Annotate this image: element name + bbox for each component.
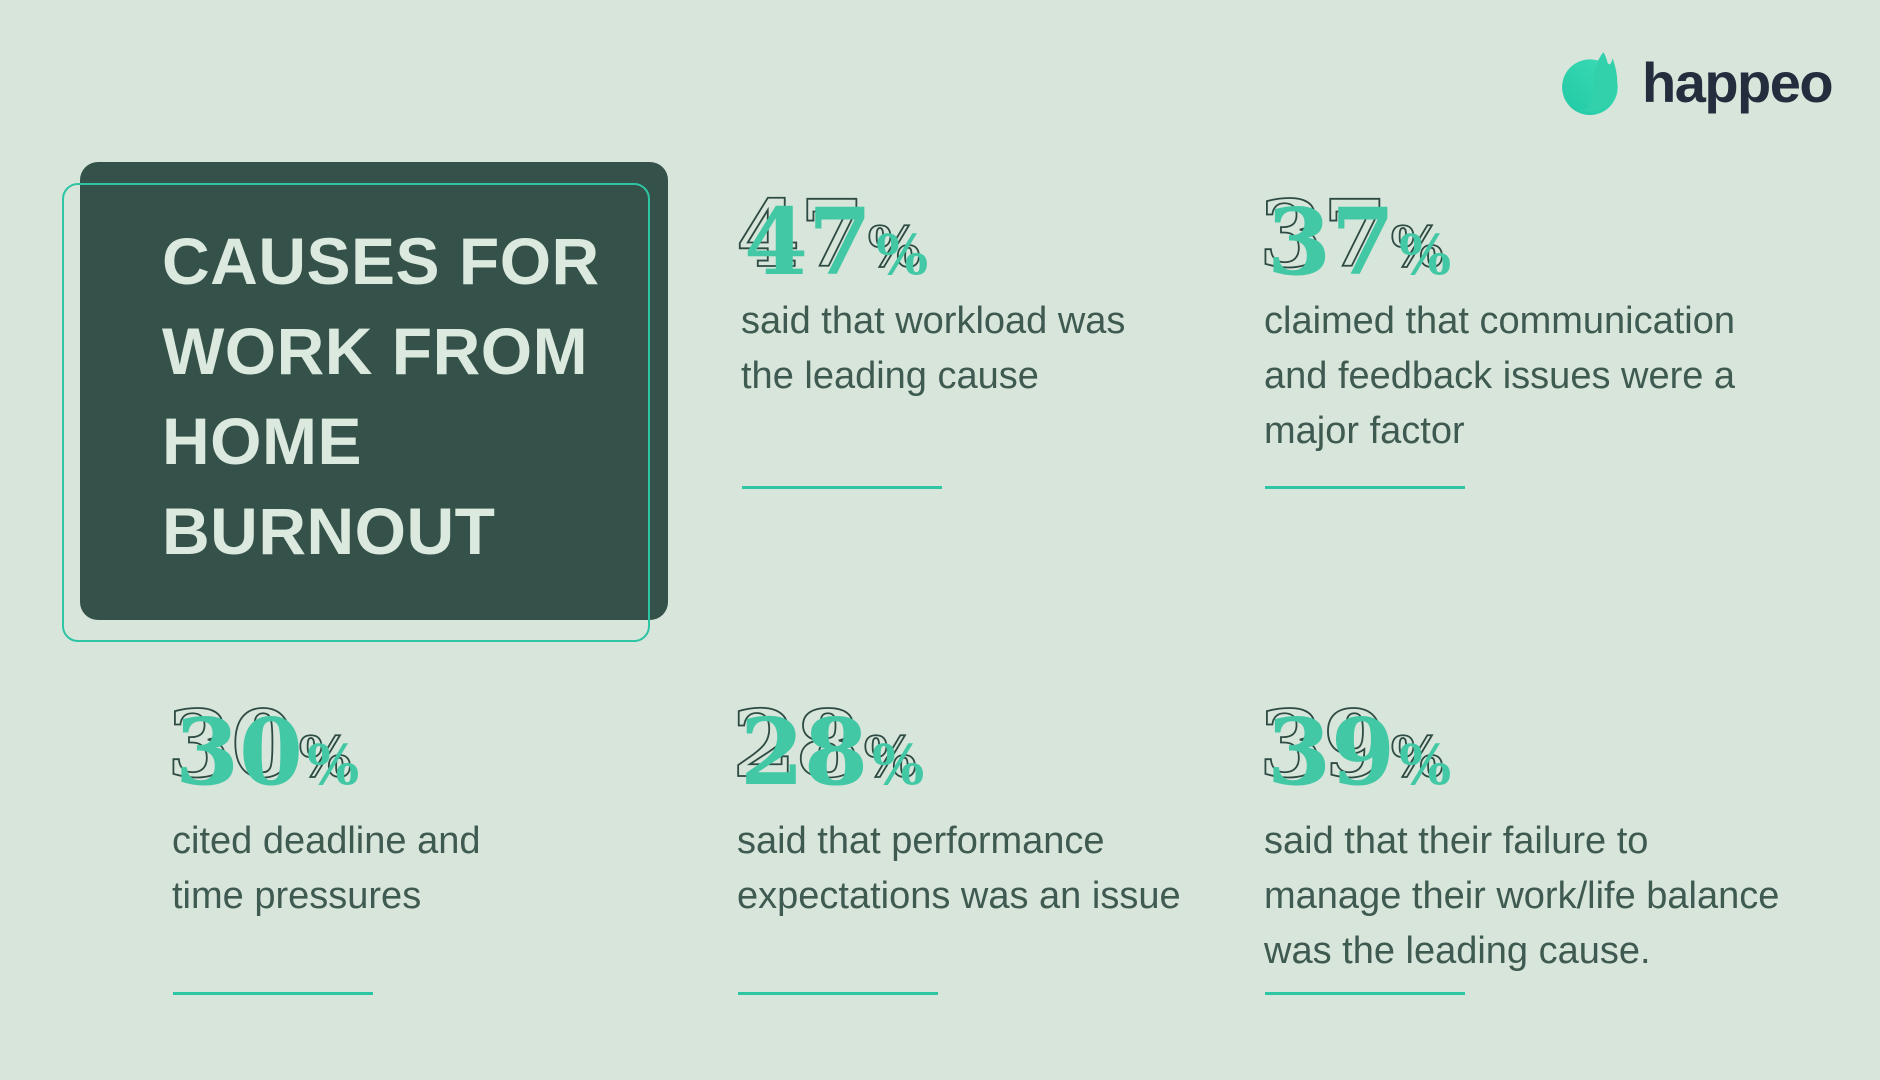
stat-underline <box>1265 486 1465 489</box>
svg-text:30%: 30% <box>167 690 351 798</box>
title-line: HOME <box>162 404 362 478</box>
stat-underline <box>738 992 938 995</box>
stat-number-28: 28% 28% <box>731 689 924 806</box>
title-line: CAUSES FOR <box>162 224 600 298</box>
stat-number-30: 30% 30% <box>166 689 359 806</box>
title-line: WORK FROM <box>162 314 589 388</box>
svg-text:28%: 28% <box>740 698 924 806</box>
svg-text:30%: 30% <box>175 698 359 806</box>
happeo-logo: happeo <box>1560 48 1834 116</box>
svg-text:47%: 47% <box>736 180 920 288</box>
stat-description: said that performance expectations was a… <box>737 820 1181 917</box>
stat-description: claimed that communication and feedback … <box>1264 300 1736 452</box>
stat-number-37: 37% 37% <box>1258 179 1451 296</box>
stat-underline <box>1265 992 1465 995</box>
stat-underline <box>742 486 942 489</box>
happeo-leaf-icon <box>1562 52 1618 115</box>
stat-underline <box>173 992 373 995</box>
svg-text:39%: 39% <box>1267 698 1451 806</box>
happeo-wordmark: happeo <box>1642 50 1834 114</box>
title-box: CAUSES FOR WORK FROM HOME BURNOUT <box>80 162 668 620</box>
svg-text:28%: 28% <box>732 690 916 798</box>
svg-text:37%: 37% <box>1267 188 1451 296</box>
stat-description: said that their failure to manage their … <box>1264 820 1780 972</box>
svg-text:37%: 37% <box>1259 180 1443 288</box>
stat-description: said that workload was the leading cause <box>741 300 1126 397</box>
title-line: BURNOUT <box>162 494 496 568</box>
stat-number-39: 39% 39% <box>1258 689 1451 806</box>
stat-description: cited deadline and time pressures <box>172 820 481 917</box>
svg-text:47%: 47% <box>744 188 928 296</box>
svg-text:39%: 39% <box>1259 690 1443 798</box>
stat-number-47: 47% 47% <box>735 179 928 296</box>
page-title: CAUSES FOR WORK FROM HOME BURNOUT <box>80 162 668 576</box>
